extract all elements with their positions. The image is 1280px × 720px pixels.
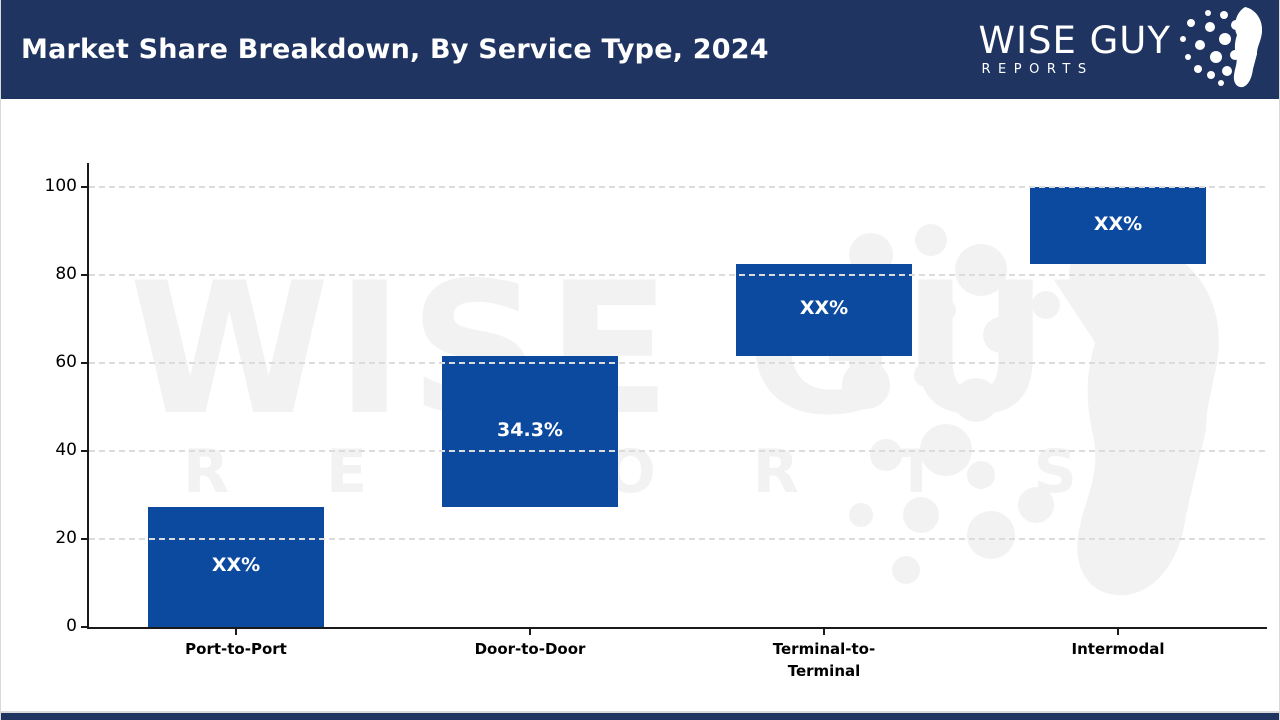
bar-value-label: 34.3% bbox=[497, 418, 563, 441]
y-axis-tick-mark bbox=[81, 626, 89, 628]
header-band: Market Share Breakdown, By Service Type,… bbox=[1, 0, 1279, 99]
bar-port-to-port bbox=[148, 507, 324, 627]
y-axis-line bbox=[87, 163, 89, 629]
wiseguy-face-icon bbox=[1175, 5, 1267, 95]
y-axis-tick-mark bbox=[81, 538, 89, 540]
y-axis-tick-mark bbox=[81, 186, 89, 188]
wiseguy-logo: WISE GUY REPORTS bbox=[979, 5, 1279, 95]
wiseguy-logo-text: WISE GUY REPORTS bbox=[979, 22, 1171, 77]
gridline-100 bbox=[89, 186, 1265, 188]
bar-value-label: XX% bbox=[1093, 212, 1143, 235]
x-axis-tick-mark bbox=[823, 627, 825, 635]
x-axis-category-label: Door-to-Door bbox=[474, 640, 586, 658]
gridline-80 bbox=[89, 274, 1265, 276]
y-axis-tick-mark bbox=[81, 362, 89, 364]
bar-intermodal bbox=[1030, 187, 1206, 265]
wiseguy-logo-subtitle: REPORTS bbox=[981, 62, 1094, 77]
y-axis-tick-label: 20 bbox=[55, 528, 77, 548]
bar-value-label: XX% bbox=[211, 554, 261, 577]
x-axis-category-label: Port-to-Port bbox=[185, 640, 287, 658]
gridline-40 bbox=[89, 450, 1265, 452]
x-axis-category-label: Intermodal bbox=[1071, 640, 1165, 658]
wiseguy-logo-wordmark: WISE GUY bbox=[978, 19, 1171, 62]
bar-value-label: XX% bbox=[799, 297, 849, 320]
x-axis-category-label: Terminal-to- Terminal bbox=[772, 640, 876, 680]
bar-door-to-door bbox=[442, 356, 618, 508]
y-axis-tick-label: 60 bbox=[55, 352, 77, 372]
footer-divider bbox=[1, 711, 1279, 713]
gridline-20 bbox=[89, 538, 1265, 540]
bar-terminal-to-terminal bbox=[736, 264, 912, 357]
x-axis-tick-mark bbox=[529, 627, 531, 635]
y-axis-tick-label: 80 bbox=[55, 264, 77, 284]
footer-band bbox=[1, 713, 1279, 720]
page-title: Market Share Breakdown, By Service Type,… bbox=[21, 34, 769, 65]
x-axis-line bbox=[87, 627, 1267, 629]
gridline-60 bbox=[89, 362, 1265, 364]
watermark-face-dots-icon bbox=[831, 215, 1251, 619]
y-axis-tick-label: 40 bbox=[55, 440, 77, 460]
x-axis-tick-mark bbox=[1117, 627, 1119, 635]
y-axis-tick-label: 100 bbox=[44, 176, 77, 196]
waterfall-chart: 0 20 40 60 80 100 XX% Port-to-Port 34.3% Door-to-… bbox=[1, 99, 1279, 711]
y-axis-tick-mark bbox=[81, 274, 89, 276]
y-axis-tick-mark bbox=[81, 450, 89, 452]
x-axis-tick-mark bbox=[235, 627, 237, 635]
y-axis-tick-label: 0 bbox=[66, 616, 77, 636]
